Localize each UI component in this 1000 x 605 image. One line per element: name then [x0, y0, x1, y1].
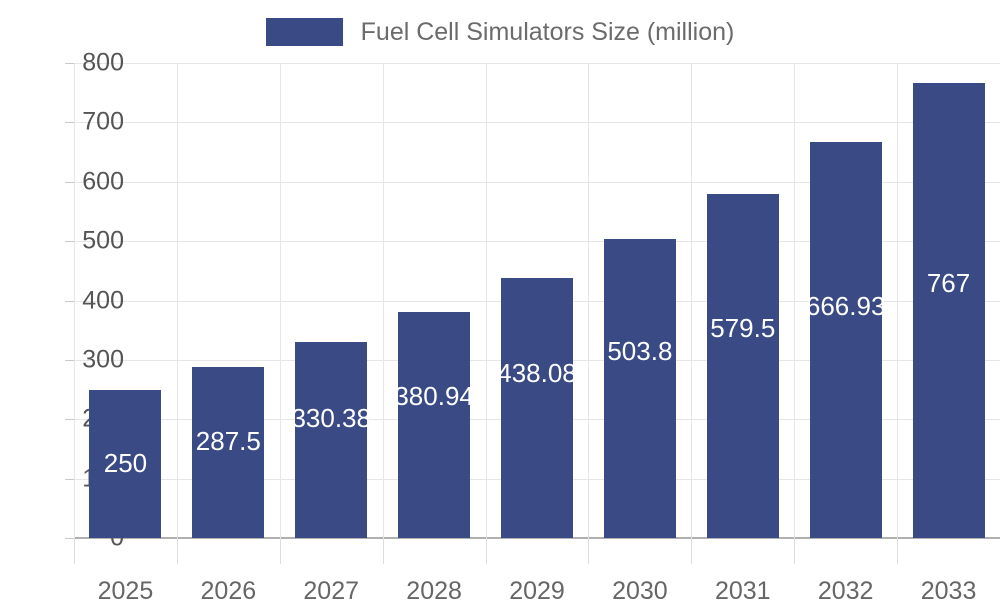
gridline-x-3	[383, 63, 384, 538]
gridline-y-500	[74, 241, 1000, 243]
bar-value-label-2025: 250	[103, 448, 148, 478]
bar-2030[interactable]	[604, 238, 676, 538]
gridline-y-0	[74, 537, 1000, 539]
legend-swatch-icon	[265, 18, 343, 46]
y-tick-mark-800	[65, 63, 74, 64]
y-tick-label-700: 700	[82, 107, 124, 136]
y-tick-mark-0	[65, 538, 74, 539]
x-tick-mark-4	[486, 538, 487, 564]
y-tick-mark-700	[65, 122, 74, 124]
x-tick-mark-0	[74, 538, 75, 564]
x-tick-mark-5	[588, 538, 589, 564]
y-tick-label-300: 300	[82, 345, 124, 374]
bar-value-label-2030: 503.8	[607, 335, 673, 366]
x-tick-mark-2	[280, 538, 281, 564]
gridline-x-1	[177, 63, 178, 538]
bar-2033[interactable]	[913, 82, 985, 538]
y-tick-label-800: 800	[82, 48, 124, 77]
y-tick-mark-300	[65, 359, 74, 361]
x-tick-label-2025: 2025	[97, 577, 154, 605]
legend-item-label: Fuel Cell Simulators Size (million)	[360, 17, 735, 46]
x-tick-label-2027: 2027	[303, 577, 360, 605]
gridline-y-600	[74, 181, 1000, 183]
x-tick-label-2032: 2032	[817, 577, 874, 605]
plot-area: 0100200300400500600700800 20252026202720…	[65, 50, 1000, 604]
x-tick-label-2029: 2029	[509, 577, 565, 605]
y-tick-mark-600	[65, 181, 74, 183]
y-tick-mark-400	[65, 300, 74, 302]
x-tick-label-2030: 2030	[612, 577, 668, 605]
bar-2028[interactable]	[398, 311, 470, 538]
bar-value-label-2027: 330.38	[291, 403, 371, 433]
legend-item-fuel-cell-simulators[interactable]: Fuel Cell Simulators Size (million)	[265, 17, 735, 46]
x-tick-label-2026: 2026	[200, 577, 257, 605]
x-tick-label-2031: 2031	[714, 577, 771, 605]
y-tick-label-600: 600	[82, 167, 124, 196]
x-tick-label-2028: 2028	[406, 577, 462, 605]
gridline-x-2	[280, 63, 281, 538]
bar-value-label-2033: 767	[926, 268, 971, 298]
x-tick-label-2033: 2033	[920, 577, 977, 605]
gridline-x-4	[486, 63, 487, 538]
x-tick-mark-6	[691, 538, 692, 564]
y-tick-mark-200	[65, 419, 74, 421]
gridline-x-7	[794, 63, 795, 538]
bar-value-label-2032: 666.93	[805, 290, 886, 321]
x-tick-mark-3	[383, 538, 384, 564]
chart-legend: Fuel Cell Simulators Size (million)	[0, 8, 1000, 56]
gridline-x-8	[897, 63, 898, 538]
bar-value-label-2029: 438.08	[497, 358, 577, 388]
gridline-x-0	[74, 63, 75, 538]
x-tick-mark-1	[177, 538, 178, 564]
y-tick-mark-500	[65, 241, 74, 243]
gridline-y-700	[74, 122, 1000, 124]
bar-value-label-2028: 380.94	[394, 380, 474, 411]
bar-2032[interactable]	[810, 142, 882, 538]
bar-2025[interactable]	[89, 389, 161, 538]
gridline-x-5	[588, 63, 589, 538]
gridline-y-800	[74, 63, 1000, 64]
bar-value-label-2026: 287.5	[195, 425, 261, 456]
x-tick-mark-8	[897, 538, 898, 564]
y-tick-label-400: 400	[82, 286, 124, 314]
y-tick-mark-100	[65, 478, 74, 480]
bar-2029[interactable]	[501, 277, 573, 538]
x-tick-mark-7	[794, 538, 795, 564]
bar-2027[interactable]	[295, 341, 367, 538]
bar-2026[interactable]	[192, 367, 264, 538]
bar-2031[interactable]	[707, 193, 779, 538]
y-tick-label-500: 500	[82, 226, 124, 255]
gridline-x-6	[691, 63, 692, 538]
bar-value-label-2031: 579.5	[710, 313, 776, 343]
